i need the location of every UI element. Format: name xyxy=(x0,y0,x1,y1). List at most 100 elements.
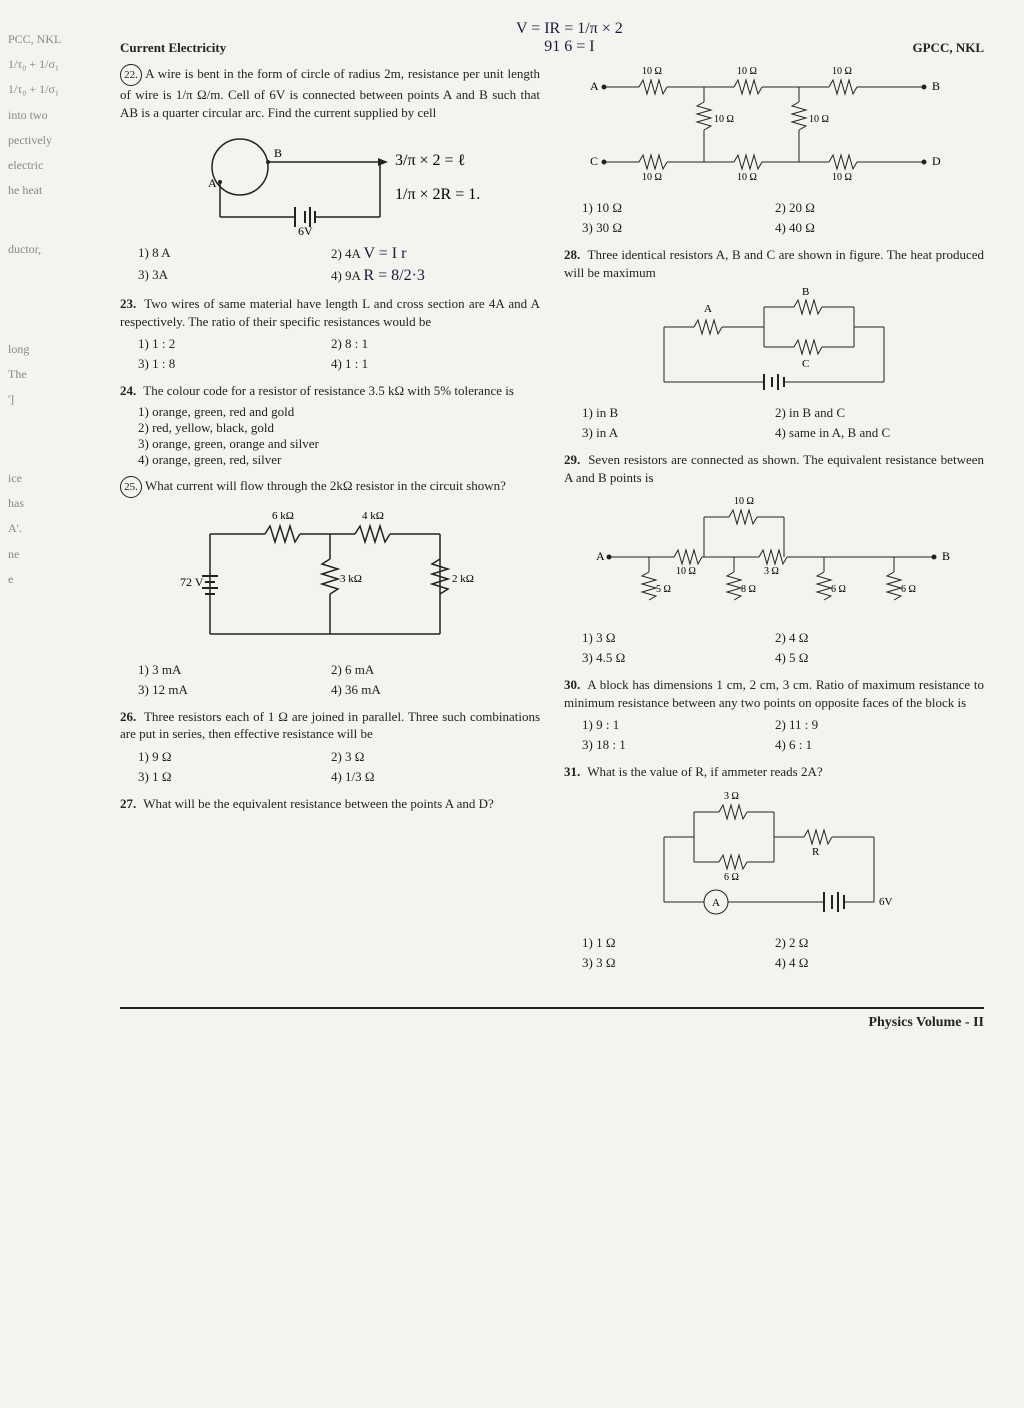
svg-text:6 Ω: 6 Ω xyxy=(901,584,916,595)
option: 2) 6 mA xyxy=(331,660,524,680)
options-26: 1) 9 Ω 2) 3 Ω 3) 1 Ω 4) 1/3 Ω xyxy=(138,747,540,787)
margin-line: ne xyxy=(8,545,108,564)
margin-line: The xyxy=(8,365,108,384)
margin-line: 1/τ₀ + 1/σ₁ xyxy=(8,80,108,99)
option: 1) orange, green, red and gold xyxy=(138,404,540,420)
option: 3) 3A xyxy=(138,265,331,287)
option: 1) 9 Ω xyxy=(138,747,331,767)
margin-line: pectively xyxy=(8,131,108,150)
svg-text:3 kΩ: 3 kΩ xyxy=(340,573,362,585)
option: 4) 1 : 1 xyxy=(331,354,524,374)
option: 3) 4.5 Ω xyxy=(582,648,775,668)
svg-text:B: B xyxy=(802,287,809,298)
option: 1) 10 Ω xyxy=(582,198,775,218)
question-text: What is the value of R, if ammeter reads… xyxy=(587,764,822,779)
options-22: 1) 8 A 2) 4A V = I r 3) 3A 4) 9A R = 8/2… xyxy=(138,243,540,287)
svg-text:B: B xyxy=(942,549,950,563)
question-text: Three identical resistors A, B and C are… xyxy=(564,247,984,280)
question-text: Two wires of same material have length L… xyxy=(120,296,540,329)
svg-text:C: C xyxy=(590,154,598,168)
question-number: 23. xyxy=(120,296,136,311)
svg-text:6 Ω: 6 Ω xyxy=(831,584,846,595)
svg-text:6V: 6V xyxy=(879,896,893,908)
option: 4) 1/3 Ω xyxy=(331,767,524,787)
margin-line: e xyxy=(8,570,108,589)
question-number: 30. xyxy=(564,677,580,692)
question-text: What current will flow through the 2kΩ r… xyxy=(145,478,506,493)
circuit-q25: 6 kΩ 4 kΩ 3 kΩ 2 kΩ 72 V xyxy=(180,504,480,654)
options-31: 1) 1 Ω 2) 2 Ω 3) 3 Ω 4) 4 Ω xyxy=(582,933,984,973)
svg-text:10 Ω: 10 Ω xyxy=(676,566,696,577)
margin-line: ice xyxy=(8,469,108,488)
svg-text:B: B xyxy=(274,146,282,160)
option: 3) 3 Ω xyxy=(582,953,775,973)
option: 2) 4 Ω xyxy=(775,628,968,648)
question-number: 22. xyxy=(120,64,142,86)
svg-text:D: D xyxy=(932,154,941,168)
svg-text:2 kΩ: 2 kΩ xyxy=(452,573,474,585)
circuit-q28: A B C xyxy=(634,287,914,397)
options-27: 1) 10 Ω 2) 20 Ω 3) 30 Ω 4) 40 Ω xyxy=(582,198,984,238)
question-28: 28. Three identical resistors A, B and C… xyxy=(564,246,984,281)
svg-text:6 Ω: 6 Ω xyxy=(724,872,739,883)
option: 2) 20 Ω xyxy=(775,198,968,218)
option: 1) 3 mA xyxy=(138,660,331,680)
question-number: 26. xyxy=(120,709,136,724)
question-number: 29. xyxy=(564,452,580,467)
svg-text:10 Ω: 10 Ω xyxy=(734,496,754,507)
options-30: 1) 9 : 1 2) 11 : 9 3) 18 : 1 4) 6 : 1 xyxy=(582,715,984,755)
option: 4) 5 Ω xyxy=(775,648,968,668)
handwritten-formula: V = IR = 1/π × 2 91 6 = I xyxy=(226,20,912,56)
svg-text:A: A xyxy=(596,549,605,563)
question-26: 26. Three resistors each of 1 Ω are join… xyxy=(120,708,540,743)
svg-text:A: A xyxy=(712,897,720,909)
circuit-q31: 3 Ω 6 Ω R A 6V xyxy=(624,787,924,927)
option: 3) 1 Ω xyxy=(138,767,331,787)
option: 3) 18 : 1 xyxy=(582,735,775,755)
question-27: 27. What will be the equivalent resistan… xyxy=(120,795,540,813)
svg-text:10 Ω: 10 Ω xyxy=(832,66,852,77)
option: 4) 4 Ω xyxy=(775,953,968,973)
option: 4) same in A, B and C xyxy=(775,423,968,443)
svg-text:6V: 6V xyxy=(298,224,313,237)
svg-text:10 Ω: 10 Ω xyxy=(809,114,829,125)
svg-text:A: A xyxy=(208,176,217,190)
circuit-q27: A 10 Ω 10 Ω 10 Ω B 10 Ω 10 Ω C 10 Ω 10 Ω… xyxy=(584,62,964,192)
option: 4) 40 Ω xyxy=(775,218,968,238)
svg-text:10 Ω: 10 Ω xyxy=(737,172,757,183)
page-footer: Physics Volume - II xyxy=(120,1007,984,1031)
circuit-q29: A 10 Ω 10 Ω 3 Ω B 5 Ω 8 Ω 6 Ω 6 Ω xyxy=(594,492,954,622)
svg-text:3 Ω: 3 Ω xyxy=(724,791,739,802)
question-text: A block has dimensions 1 cm, 2 cm, 3 cm.… xyxy=(564,677,984,710)
question-text: Seven resistors are connected as shown. … xyxy=(564,452,984,485)
option: 1) 1 Ω xyxy=(582,933,775,953)
svg-text:R: R xyxy=(812,846,820,858)
question-29: 29. Seven resistors are connected as sho… xyxy=(564,451,984,486)
svg-text:B: B xyxy=(932,79,940,93)
option: 4) 36 mA xyxy=(331,680,524,700)
option: 3) 30 Ω xyxy=(582,218,775,238)
option: 2) 8 : 1 xyxy=(331,334,524,354)
margin-line: A'. xyxy=(8,519,108,538)
margin-line: into two xyxy=(8,106,108,125)
margin-line: long xyxy=(8,340,108,359)
option: 1) in B xyxy=(582,403,775,423)
question-24: 24. The colour code for a resistor of re… xyxy=(120,382,540,400)
svg-text:10 Ω: 10 Ω xyxy=(832,172,852,183)
page-header: Current Electricity V = IR = 1/π × 2 91 … xyxy=(120,20,984,56)
option: 3) 12 mA xyxy=(138,680,331,700)
question-31: 31. What is the value of R, if ammeter r… xyxy=(564,763,984,781)
option: 4) orange, green, red, silver xyxy=(138,452,540,468)
question-number: 24. xyxy=(120,383,136,398)
margin-line: '] xyxy=(8,390,108,409)
option: 2) 2 Ω xyxy=(775,933,968,953)
option: 2) in B and C xyxy=(775,403,968,423)
section-title: Current Electricity xyxy=(120,40,226,56)
option: 1) 3 Ω xyxy=(582,628,775,648)
option: 3) 1 : 8 xyxy=(138,354,331,374)
option: 1) 8 A xyxy=(138,243,331,265)
svg-text:A: A xyxy=(704,303,712,315)
question-text: A wire is bent in the form of circle of … xyxy=(120,66,540,120)
margin-line: electric xyxy=(8,156,108,175)
question-23: 23. Two wires of same material have leng… xyxy=(120,295,540,330)
